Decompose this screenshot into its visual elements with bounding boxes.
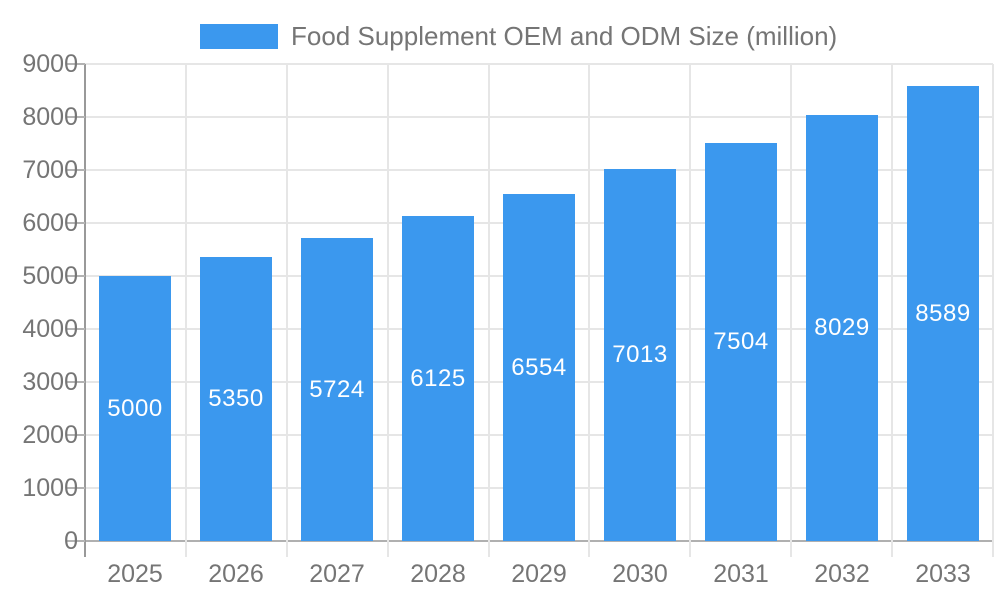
bar: 5350 [200,257,272,541]
bar-value-label: 8029 [814,314,870,341]
y-axis-tick-label: 3000 [22,368,78,396]
bar-value-label: 7504 [713,328,769,355]
y-axis-tick [66,169,85,171]
y-axis-tick [66,222,85,224]
y-axis-tick [66,328,85,330]
bar-value-label: 7013 [612,341,668,368]
bar: 7013 [604,169,676,541]
x-axis-tick-label: 2033 [915,560,971,588]
gridline-vertical [286,64,288,557]
bar-value-label: 6554 [511,353,567,381]
bar: 8589 [907,86,979,541]
bar-value-label: 5350 [208,385,264,412]
y-axis-tick-label: 4000 [22,315,78,343]
gridline-vertical [689,64,691,557]
y-axis-tick-label: 7000 [22,156,78,184]
x-axis-tick-label: 2032 [814,560,870,588]
y-axis-tick-label: 0 [64,527,78,555]
x-axis-tick-label: 2030 [612,560,668,588]
legend: Food Supplement OEM and ODM Size (millio… [200,21,837,52]
y-axis-tick-label: 1000 [22,474,78,502]
bar-value-label: 5724 [309,375,365,403]
legend-swatch [200,24,278,49]
gridline-vertical [387,64,389,557]
y-axis-tick [66,275,85,277]
y-axis-tick [66,116,85,118]
gridline-vertical [185,64,187,557]
gridline-horizontal [85,63,993,65]
bar-value-label: 6125 [410,364,466,392]
bar: 5724 [301,238,373,541]
y-axis-tick-label: 6000 [22,209,78,237]
y-axis-tick-label: 5000 [22,262,78,290]
bar: 7504 [705,143,777,541]
y-axis-line [84,64,86,557]
gridline-vertical [992,64,994,557]
gridline-vertical [790,64,792,557]
x-axis-tick-label: 2025 [107,560,163,588]
y-axis-tick-label: 9000 [22,50,78,78]
y-axis-tick [66,540,85,542]
gridline-vertical [588,64,590,557]
x-axis-tick-label: 2029 [511,560,567,588]
bar-value-label: 8589 [915,299,971,327]
y-axis-tick [66,487,85,489]
gridline-horizontal [85,116,993,118]
x-axis-line [85,540,993,542]
legend-label: Food Supplement OEM and ODM Size (millio… [291,21,838,51]
gridline-horizontal [85,169,993,171]
y-axis-tick [66,381,85,383]
bar: 5000 [99,276,171,541]
gridline-vertical [488,64,490,557]
bar: 6554 [503,194,575,541]
y-axis-tick-label: 8000 [22,103,78,131]
x-axis-tick-label: 2028 [410,560,466,588]
x-axis-tick-label: 2027 [309,560,365,588]
y-axis-tick [66,434,85,436]
gridline-vertical [891,64,893,557]
bar: 6125 [402,216,474,541]
bar: 8029 [806,115,878,541]
x-axis-tick-label: 2031 [713,560,769,588]
plot-area: 5000 5350 5724 6125 6554 7013 7504 8029 8589 [84,63,994,557]
y-axis-tick-label: 2000 [22,421,78,449]
x-axis-tick-label: 2026 [208,560,264,588]
bar-value-label: 5000 [107,394,163,422]
y-axis-tick [66,63,85,65]
